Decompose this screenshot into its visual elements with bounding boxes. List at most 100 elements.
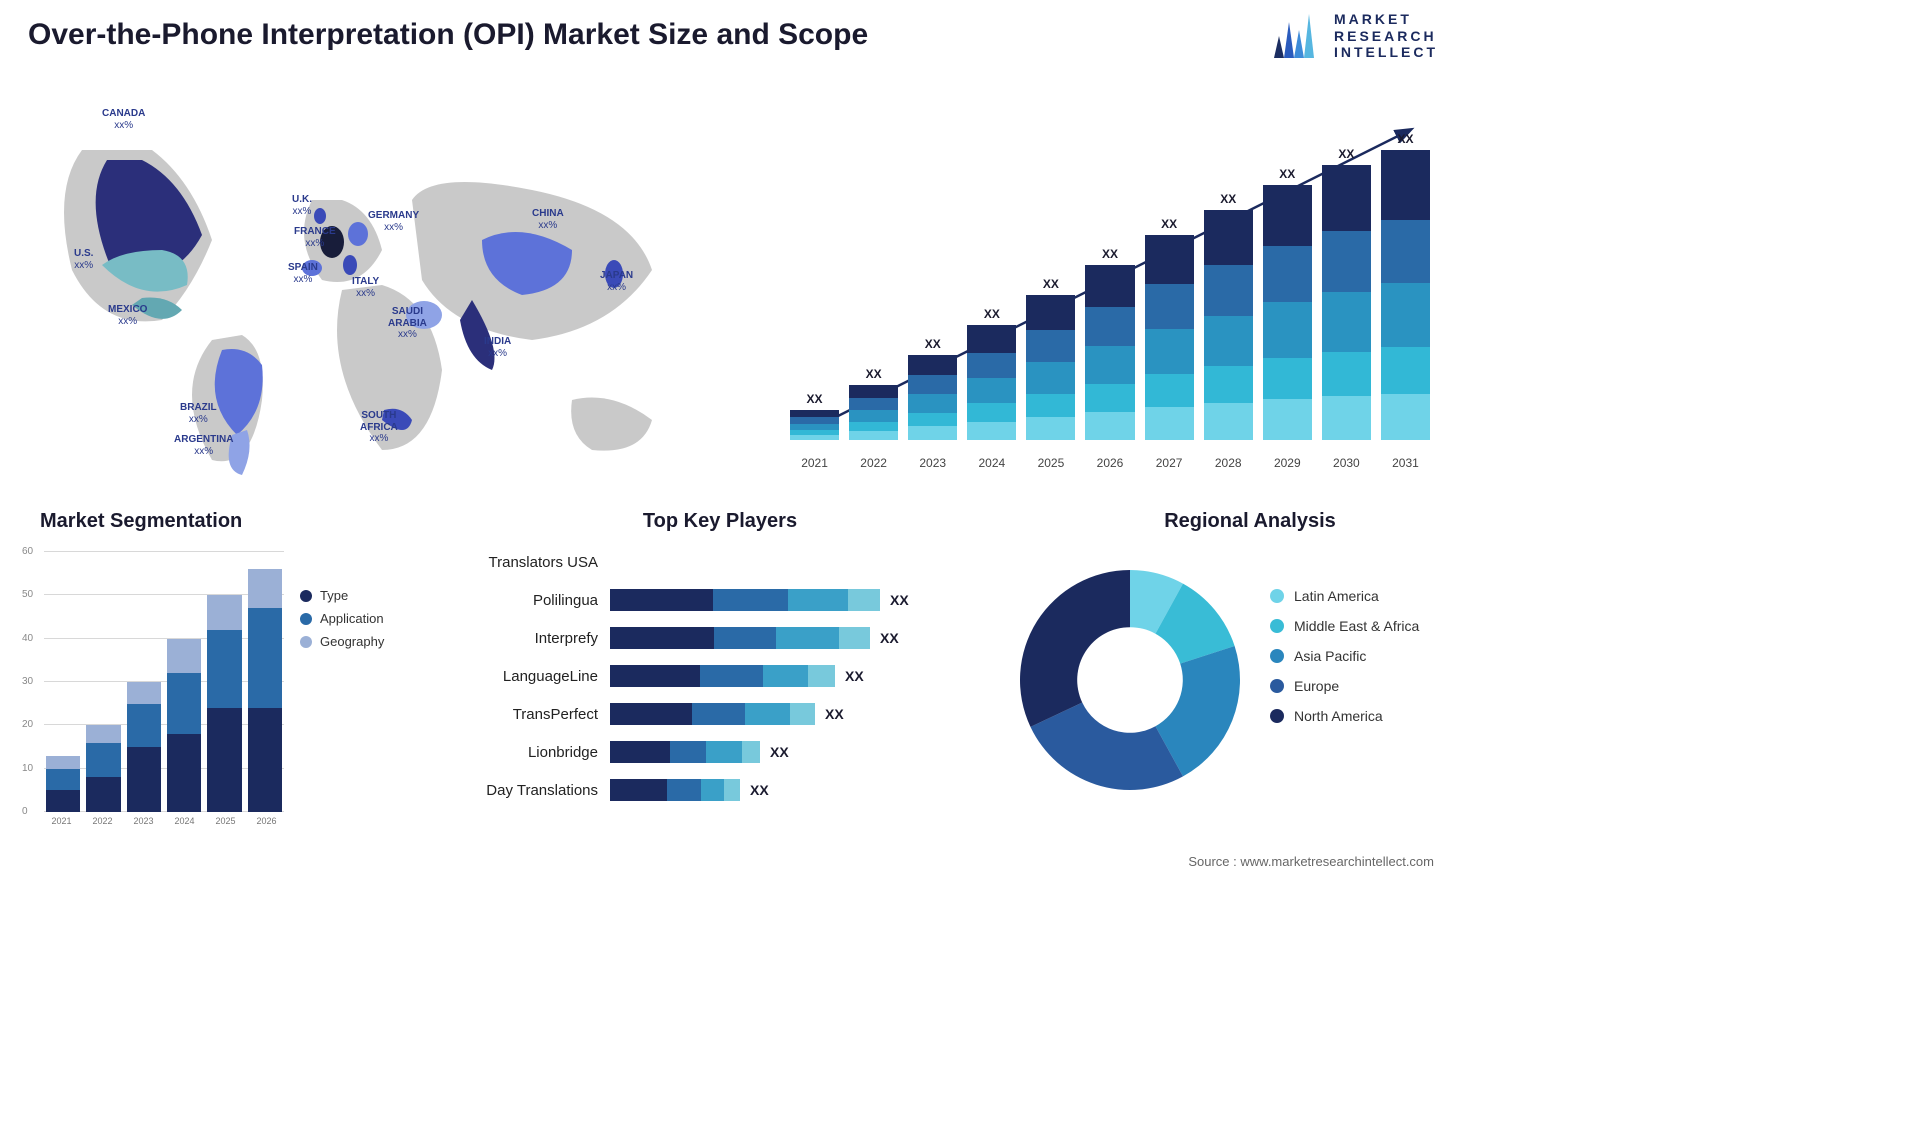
segmentation-bar — [86, 725, 120, 812]
growth-x-label: 2028 — [1204, 456, 1253, 470]
logo-line3: INTELLECT — [1334, 44, 1438, 61]
map-label: GERMANYxx% — [368, 210, 419, 233]
growth-bar-value: XX — [1102, 247, 1118, 261]
logo-mark-icon — [1268, 8, 1324, 64]
growth-x-label: 2022 — [849, 456, 898, 470]
growth-x-label: 2025 — [1026, 456, 1075, 470]
growth-bar: XX — [1322, 147, 1371, 440]
growth-bar-value: XX — [1338, 147, 1354, 161]
logo-line2: RESEARCH — [1334, 28, 1438, 45]
growth-bar-value: XX — [866, 367, 882, 381]
segmentation-x-label: 2025 — [208, 816, 243, 826]
key-player-value: XX — [750, 782, 769, 798]
market-growth-chart: XX XX XX XX XX XX XX XX XX XX XX 2021 2022 2023 2024 2… — [790, 110, 1430, 470]
segmentation-x-label: 2021 — [44, 816, 79, 826]
key-player-row: Interprefy XX — [450, 619, 990, 657]
key-player-row: Day Translations XX — [450, 771, 990, 809]
growth-bar: XX — [1085, 247, 1134, 440]
key-player-value: XX — [890, 592, 909, 608]
growth-x-label: 2024 — [967, 456, 1016, 470]
growth-bar: XX — [1026, 277, 1075, 440]
key-player-name: Day Translations — [450, 782, 610, 799]
growth-x-label: 2027 — [1145, 456, 1194, 470]
legend-item: Type — [300, 588, 384, 603]
map-label: ITALYxx% — [352, 276, 379, 299]
segmentation-x-label: 2023 — [126, 816, 161, 826]
donut-chart-icon — [1010, 560, 1250, 800]
growth-bar: XX — [1145, 217, 1194, 440]
key-player-name: Polilingua — [450, 592, 610, 609]
growth-bar-value: XX — [1279, 167, 1295, 181]
key-player-value: XX — [825, 706, 844, 722]
segmentation-chart: Market Segmentation 0102030405060 202120… — [10, 510, 430, 850]
segmentation-heading: Market Segmentation — [40, 510, 430, 533]
segmentation-bar — [127, 682, 161, 812]
segmentation-legend: Type Application Geography — [300, 580, 384, 657]
key-players-chart: Top Key Players Translators USAPolilingu… — [450, 510, 990, 850]
legend-item: Geography — [300, 634, 384, 649]
segmentation-x-label: 2022 — [85, 816, 120, 826]
world-map-panel: CANADAxx% U.S.xx% MEXICOxx% BRAZILxx% ARGENT… — [12, 90, 712, 486]
regional-legend: Latin America Middle East & Africa Asia Pa… — [1270, 574, 1419, 738]
map-label: SOUTHAFRICAxx% — [360, 410, 398, 445]
growth-bar-value: XX — [1220, 192, 1236, 206]
map-label: BRAZILxx% — [180, 402, 217, 425]
key-player-name: TransPerfect — [450, 706, 610, 723]
map-label: SAUDIARABIAxx% — [388, 306, 427, 341]
regional-analysis-chart: Regional Analysis Latin America Middle Ea… — [1010, 510, 1450, 850]
key-player-name: LanguageLine — [450, 668, 610, 685]
map-label: INDIAxx% — [484, 336, 511, 359]
brand-logo: MARKET RESEARCH INTELLECT — [1268, 8, 1438, 64]
map-label: SPAINxx% — [288, 262, 318, 285]
legend-item: North America — [1270, 708, 1419, 724]
map-label: JAPANxx% — [600, 270, 633, 293]
key-player-name: Interprefy — [450, 630, 610, 647]
key-player-value: XX — [845, 668, 864, 684]
growth-bar-value: XX — [1397, 132, 1413, 146]
map-label: FRANCExx% — [294, 226, 336, 249]
growth-bar-value: XX — [807, 392, 823, 406]
regional-heading: Regional Analysis — [1050, 510, 1450, 533]
legend-item: Latin America — [1270, 588, 1419, 604]
growth-bar: XX — [1204, 192, 1253, 440]
key-player-value: XX — [770, 744, 789, 760]
growth-x-label: 2031 — [1381, 456, 1430, 470]
legend-item: Europe — [1270, 678, 1419, 694]
key-player-value: XX — [880, 630, 899, 646]
key-player-row: Polilingua XX — [450, 581, 990, 619]
map-label: U.K.xx% — [292, 194, 312, 217]
key-player-name: Lionbridge — [450, 744, 610, 761]
growth-bar-value: XX — [1043, 277, 1059, 291]
growth-x-label: 2030 — [1322, 456, 1371, 470]
legend-item: Application — [300, 611, 384, 626]
growth-bar: XX — [908, 337, 957, 440]
segmentation-x-label: 2026 — [249, 816, 284, 826]
segmentation-bar — [167, 639, 201, 812]
growth-bar: XX — [849, 367, 898, 440]
legend-item: Asia Pacific — [1270, 648, 1419, 664]
growth-bar: XX — [1263, 167, 1312, 440]
segmentation-bar — [46, 756, 80, 812]
growth-x-label: 2023 — [908, 456, 957, 470]
map-label: CANADAxx% — [102, 108, 145, 131]
key-player-name: Translators USA — [450, 554, 610, 571]
growth-bar: XX — [790, 392, 839, 440]
growth-bar-value: XX — [925, 337, 941, 351]
growth-x-label: 2021 — [790, 456, 839, 470]
map-label: MEXICOxx% — [108, 304, 147, 327]
key-player-row: Lionbridge XX — [450, 733, 990, 771]
segmentation-bar — [248, 569, 282, 812]
key-player-row: LanguageLine XX — [450, 657, 990, 695]
growth-x-label: 2029 — [1263, 456, 1312, 470]
key-player-row: Translators USA — [450, 543, 990, 581]
logo-line1: MARKET — [1334, 11, 1438, 28]
source-attribution: Source : www.marketresearchintellect.com — [1188, 854, 1434, 869]
map-label: U.S.xx% — [74, 248, 93, 271]
growth-bar: XX — [967, 307, 1016, 440]
growth-x-label: 2026 — [1085, 456, 1134, 470]
segmentation-x-label: 2024 — [167, 816, 202, 826]
map-label: ARGENTINAxx% — [174, 434, 233, 457]
legend-item: Middle East & Africa — [1270, 618, 1419, 634]
key-player-row: TransPerfect XX — [450, 695, 990, 733]
segmentation-bar — [207, 595, 241, 812]
